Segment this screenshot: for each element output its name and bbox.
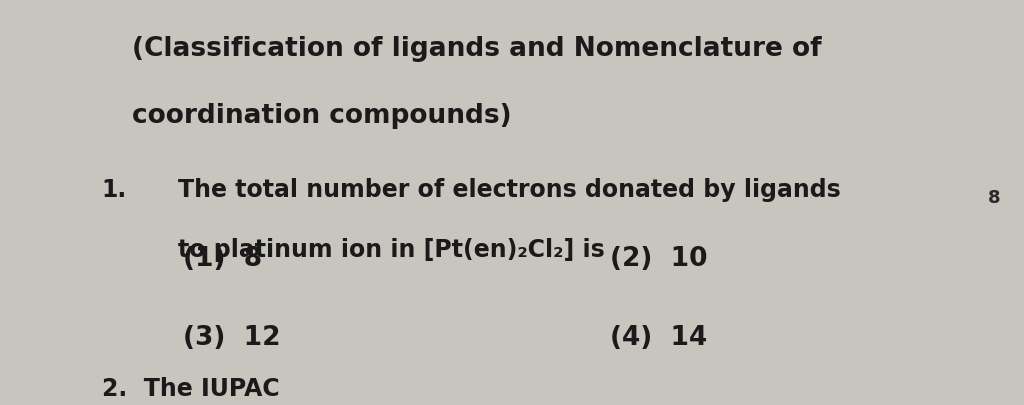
Text: The total number of electrons donated by ligands: The total number of electrons donated by… (178, 179, 841, 202)
Text: 1.: 1. (101, 179, 127, 202)
Text: (3)  12: (3) 12 (183, 325, 281, 351)
Text: 2.  The IUPAC: 2. The IUPAC (101, 377, 280, 401)
Text: (1)  8: (1) 8 (183, 246, 262, 272)
Text: 8: 8 (988, 189, 1000, 207)
Text: (Classification of ligands and Nomenclature of: (Classification of ligands and Nomenclat… (132, 36, 821, 62)
Text: coordination compounds): coordination compounds) (132, 103, 512, 129)
Text: (4)  14: (4) 14 (609, 325, 707, 351)
Text: (2)  10: (2) 10 (609, 246, 708, 272)
Text: to platinum ion in [Pt(en)₂Cl₂] is: to platinum ion in [Pt(en)₂Cl₂] is (178, 238, 604, 262)
